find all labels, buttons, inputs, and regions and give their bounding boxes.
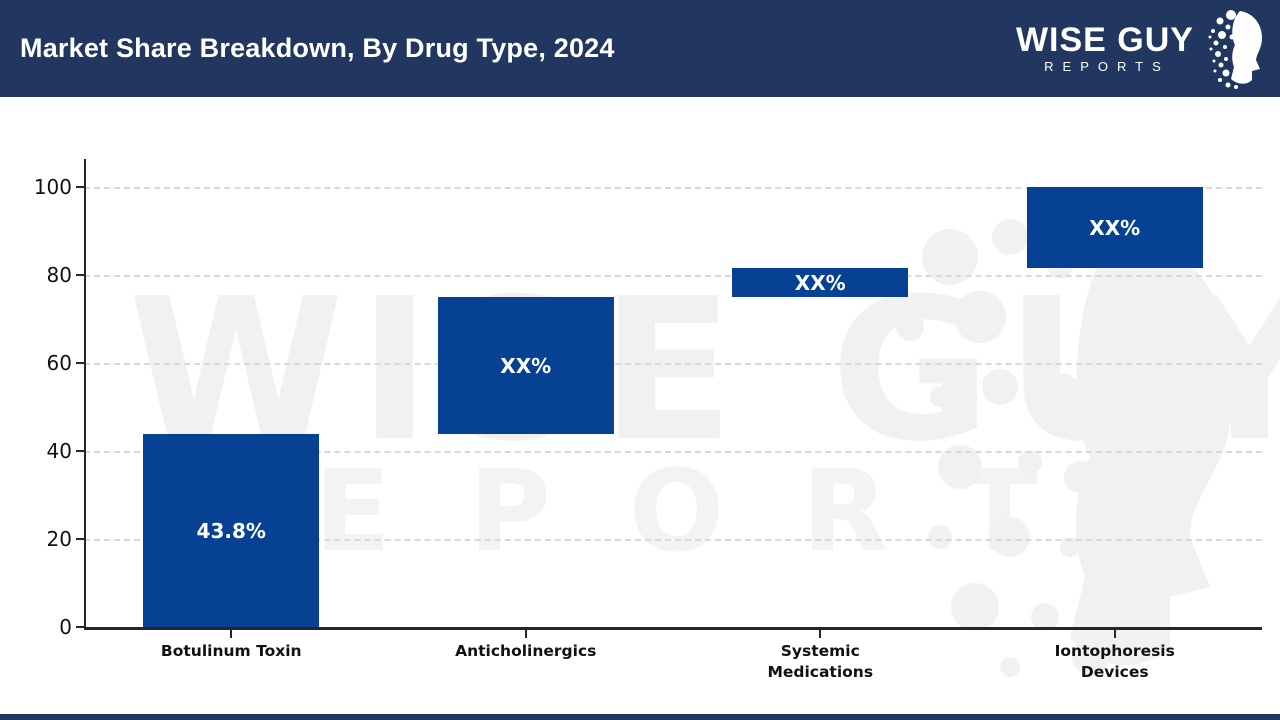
x-axis-tick-mark: [1113, 630, 1116, 638]
y-axis-tick-label: 80: [46, 263, 72, 287]
y-axis-tick-label: 20: [46, 527, 72, 551]
y-axis-spine: [84, 159, 86, 627]
bar-value-label: XX%: [1089, 215, 1141, 240]
y-axis-tick-mark: [76, 538, 84, 540]
gridline-y80: [84, 275, 1262, 277]
dotted-head-logo-icon: [1208, 9, 1262, 89]
chart-canvas: WISE GUY REPORTS 0 20 40 60 80 100 43.8% Botuli…: [0, 97, 1280, 714]
x-axis-category-label: Systemic Medications: [767, 642, 874, 681]
brand-logo: WISE GUY REPORTS: [1016, 7, 1280, 91]
header-bar: Market Share Breakdown, By Drug Type, 20…: [0, 0, 1280, 97]
y-axis-tick-mark: [76, 274, 84, 276]
bar-anticholinergics: XX%: [437, 297, 614, 435]
x-axis-category-label: Anticholinergics: [455, 642, 597, 660]
brand-name: WISE GUY: [1015, 21, 1194, 59]
footer-bar: [0, 714, 1280, 720]
y-axis-tick-mark: [76, 186, 84, 188]
y-axis-tick-label: 100: [33, 175, 72, 199]
x-axis-category-label: Botulinum Toxin: [160, 642, 302, 660]
bar-iontophoresis-devices: XX%: [1026, 187, 1203, 269]
y-axis-tick-mark: [76, 626, 84, 628]
y-axis-tick-label: 0: [59, 615, 72, 639]
x-axis-spine: [84, 627, 1262, 630]
brand-subtitle: REPORTS: [1044, 59, 1170, 74]
x-axis-tick-mark: [230, 630, 233, 638]
bar-systemic-medications: XX%: [732, 268, 909, 297]
x-axis-category-label: Iontophoresis Devices: [1054, 642, 1175, 681]
gridline-y100: [84, 187, 1262, 189]
gridline-y20: [84, 539, 1262, 541]
y-axis-tick-label: 60: [46, 351, 72, 375]
y-axis-tick-mark: [76, 362, 84, 364]
bar-value-label: 43.8%: [196, 518, 266, 543]
y-axis-tick-label: 40: [46, 439, 72, 463]
bar-value-label: XX%: [794, 270, 846, 295]
bar-value-label: XX%: [500, 353, 552, 378]
bar-botulinum-toxin: 43.8%: [143, 434, 320, 627]
gridline-y40: [84, 451, 1262, 453]
page-title: Market Share Breakdown, By Drug Type, 20…: [20, 33, 615, 63]
x-axis-tick-mark: [819, 630, 822, 638]
x-axis-tick-mark: [524, 630, 527, 638]
gridline-y60: [84, 363, 1262, 365]
y-axis-tick-mark: [76, 450, 84, 452]
brand-logo-text: WISE GUY REPORTS: [1016, 23, 1194, 74]
